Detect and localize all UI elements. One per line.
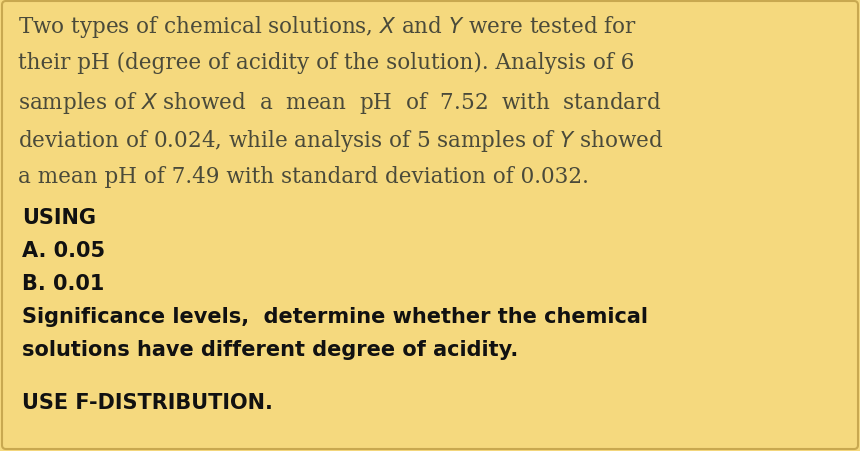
- Text: a mean pH of 7.49 with standard deviation of 0.032.: a mean pH of 7.49 with standard deviatio…: [18, 166, 589, 188]
- Text: Two types of chemical solutions, $\it{X}$ and $\it{Y}$ were tested for: Two types of chemical solutions, $\it{X}…: [18, 14, 636, 40]
- Text: deviation of 0.024, while analysis of 5 samples of $\it{Y}$ showed: deviation of 0.024, while analysis of 5 …: [18, 128, 664, 154]
- Text: their pH (degree of acidity of the solution). Analysis of 6: their pH (degree of acidity of the solut…: [18, 52, 635, 74]
- Text: samples of $\it{X}$ showed  a  mean  pH  of  7.52  with  standard: samples of $\it{X}$ showed a mean pH of …: [18, 90, 661, 116]
- Text: A. 0.05: A. 0.05: [22, 240, 105, 260]
- Text: B. 0.01: B. 0.01: [22, 273, 104, 293]
- Text: solutions have different degree of acidity.: solutions have different degree of acidi…: [22, 339, 519, 359]
- Text: USING: USING: [22, 207, 96, 227]
- Text: Significance levels,  determine whether the chemical: Significance levels, determine whether t…: [22, 306, 648, 326]
- Text: USE F-DISTRIBUTION.: USE F-DISTRIBUTION.: [22, 392, 273, 412]
